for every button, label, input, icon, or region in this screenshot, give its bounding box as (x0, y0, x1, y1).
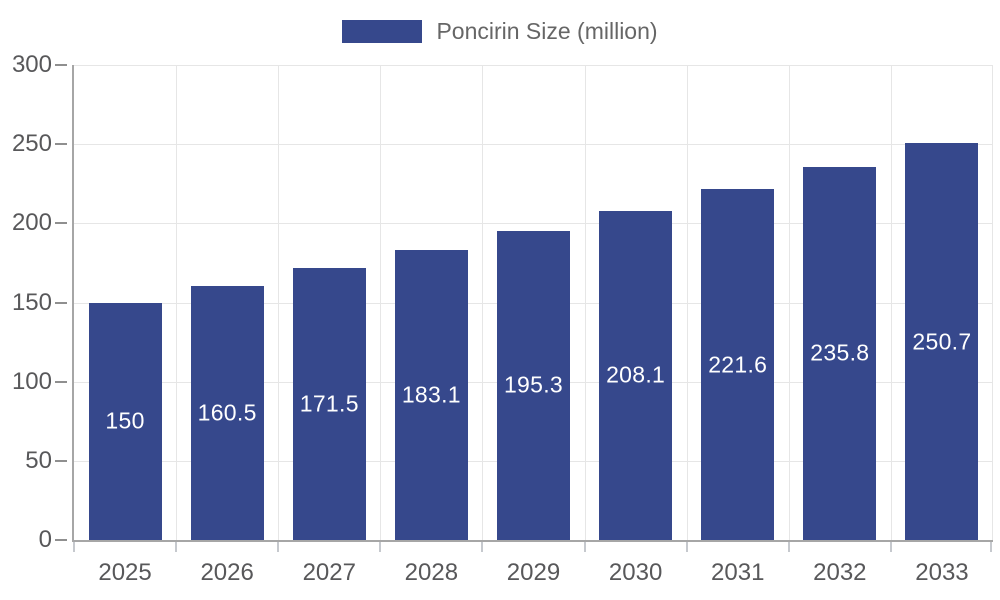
x-tick-mark (175, 542, 178, 552)
x-tick-mark (481, 542, 484, 552)
y-axis-line (72, 65, 74, 542)
x-gridline (482, 65, 484, 540)
bar-value-label: 171.5 (299, 390, 359, 417)
x-tick-mark (277, 542, 280, 552)
x-tick-label: 2025 (98, 559, 152, 586)
y-tick-mark (55, 301, 67, 304)
bar-2029: 195.3 (497, 230, 570, 540)
bar-value-label: 183.1 (401, 381, 461, 408)
y-tick-mark (55, 222, 67, 225)
bar-2025: 150 (88, 302, 162, 540)
x-tick-mark (889, 542, 892, 552)
bar-2026: 160.5 (190, 285, 264, 540)
x-tick-label: 2027 (302, 559, 356, 586)
bar-value-label: 195.3 (503, 371, 564, 398)
y-gridline (74, 65, 993, 66)
bar-value-label: 208.1 (606, 361, 666, 388)
bar-value-label: 221.6 (708, 351, 768, 378)
y-tick-label: 50 (25, 446, 52, 474)
x-tick-mark (583, 542, 586, 552)
y-tick-mark (55, 380, 67, 383)
bar-2032: 235.8 (803, 166, 877, 540)
bar-2028: 183.1 (394, 250, 468, 540)
y-gridline (74, 223, 993, 225)
x-tick-mark (379, 542, 382, 552)
y-tick-label: 200 (11, 209, 52, 237)
x-tick-label: 2031 (711, 559, 765, 586)
bar-2033: 250.7 (905, 143, 979, 540)
x-axis-line (72, 540, 993, 542)
x-gridline (992, 65, 993, 540)
y-tick-mark (55, 143, 67, 146)
bar-2027: 171.5 (292, 268, 366, 540)
y-gridline (74, 144, 993, 146)
x-tick-label: 2030 (608, 559, 663, 586)
legend-item[interactable]: Poncirin Size (million) (0, 17, 1000, 45)
bar-value-label: 235.8 (810, 339, 870, 366)
x-gridline (278, 65, 280, 540)
x-tick-mark (685, 542, 688, 552)
y-tick-label: 300 (11, 51, 52, 78)
y-tick-mark (55, 459, 67, 462)
y-tick-mark (55, 64, 67, 66)
x-gridline (788, 65, 790, 540)
x-gridline (584, 65, 586, 540)
bar-value-label: 150 (105, 407, 145, 434)
x-tick-label: 2028 (404, 559, 459, 586)
legend-label: Poncirin Size (million) (436, 18, 658, 44)
x-tick-label: 2032 (813, 559, 867, 586)
x-gridline (890, 65, 892, 540)
y-tick-mark (55, 539, 67, 541)
bar-value-label: 160.5 (197, 399, 257, 426)
bar-value-label: 250.7 (912, 328, 972, 355)
bar-2031: 221.6 (701, 189, 775, 540)
x-tick-label: 2026 (200, 559, 254, 586)
y-tick-label: 100 (11, 367, 52, 395)
x-tick-label: 2033 (915, 559, 969, 586)
x-gridline (380, 65, 382, 540)
x-gridline (176, 65, 178, 540)
bar-2030: 208.1 (599, 210, 673, 540)
y-tick-label: 250 (11, 130, 52, 158)
x-tick-mark (787, 542, 790, 552)
plot-area: 150 160.5 171.5 183.1 195.3 208.1 221.6 235.8 25… (74, 65, 993, 540)
x-tick-label: 2029 (506, 559, 561, 586)
y-tick-label: 0 (38, 526, 52, 553)
y-tick-label: 150 (11, 288, 52, 316)
legend-swatch (342, 19, 423, 43)
x-tick-mark (73, 542, 75, 552)
x-tick-mark (990, 542, 992, 552)
x-gridline (686, 65, 688, 540)
